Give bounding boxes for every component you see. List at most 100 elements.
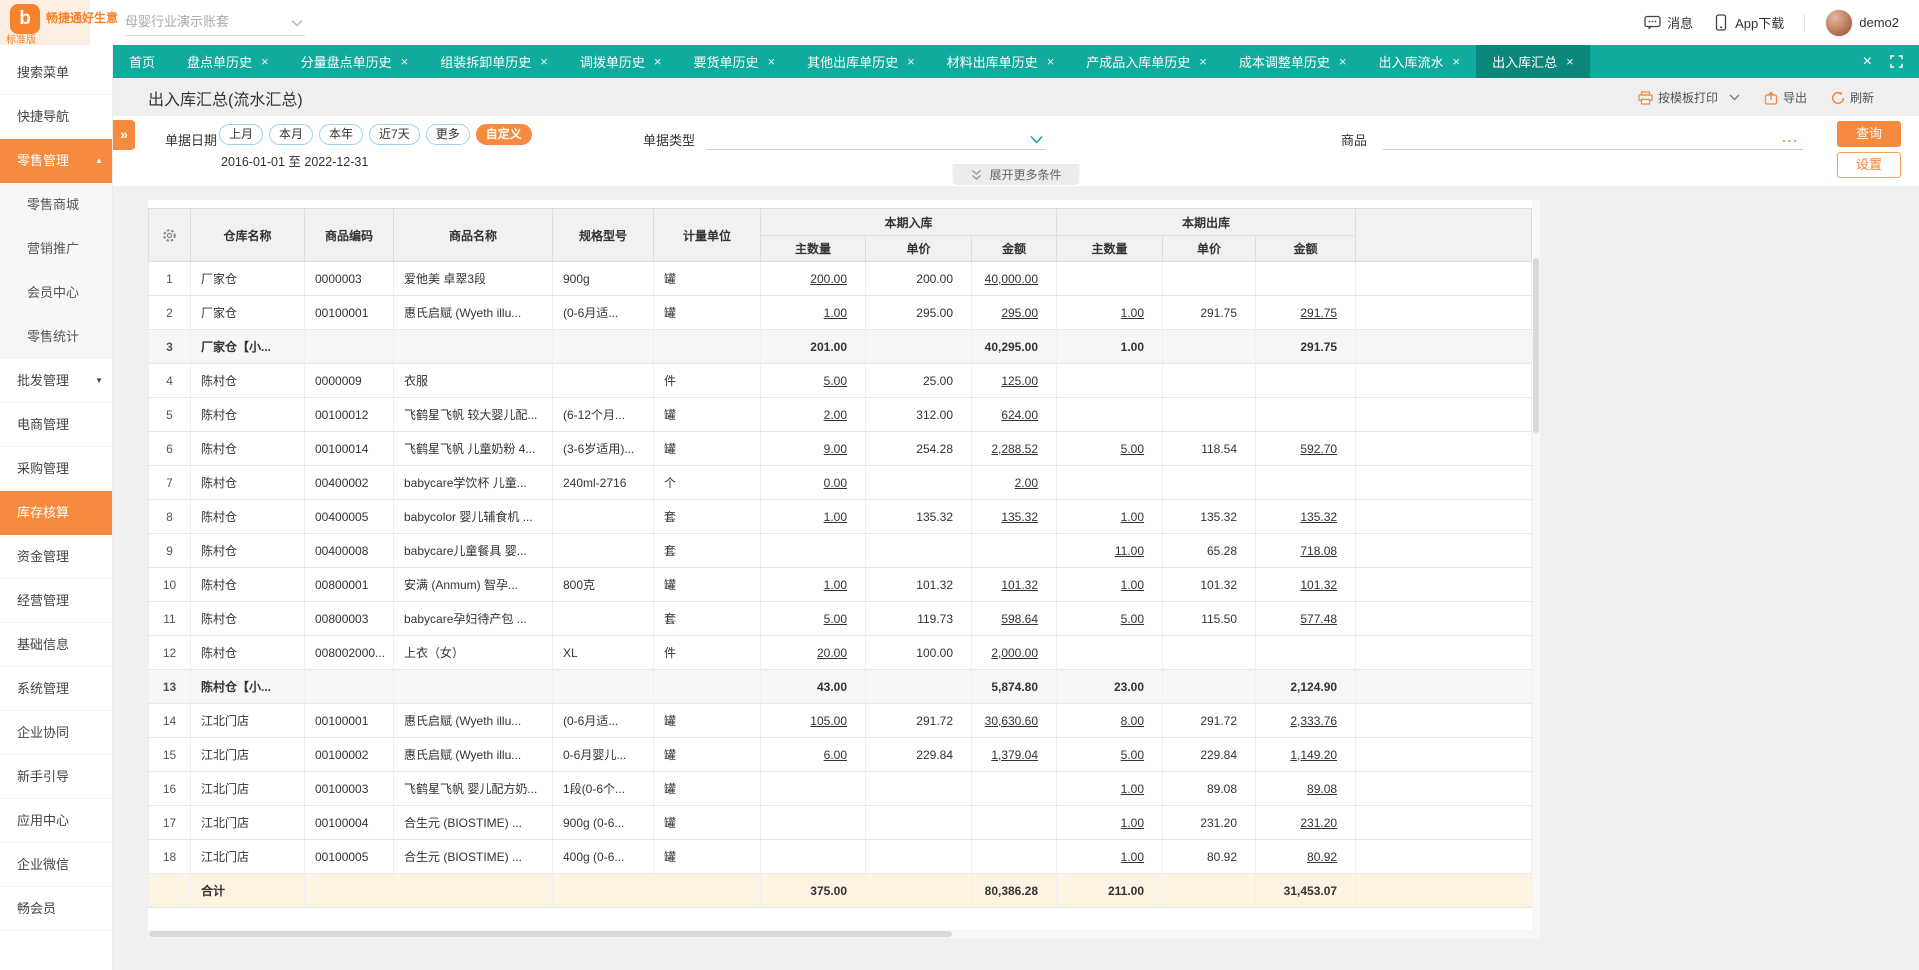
horizontal-scrollbar-thumb[interactable] [149, 931, 952, 937]
drill-down-link[interactable]: 9.00 [823, 441, 847, 456]
sidebar-item-1[interactable]: 快捷导航 [0, 95, 112, 139]
sidebar-item-7[interactable]: 批发管理 ▼ [0, 359, 112, 403]
drill-down-link[interactable]: 598.64 [1001, 611, 1039, 626]
drill-down-link[interactable]: 1.00 [823, 577, 847, 592]
drill-down-link[interactable]: 291.75 [1300, 305, 1338, 320]
tab-document-1[interactable]: 盘点单历史 × [171, 45, 285, 78]
sidebar-item-17[interactable]: 应用中心 [0, 799, 112, 843]
drill-down-link[interactable]: 1.00 [1120, 815, 1145, 830]
sidebar-item-15[interactable]: 企业协同 [0, 711, 112, 755]
drill-down-link[interactable]: 101.32 [1300, 577, 1338, 592]
drill-down-link[interactable]: 231.20 [1300, 815, 1338, 830]
table-row[interactable]: 8 陈村仓 00400005 babycolor 婴儿辅食机 ... 套 1.00 135.… [148, 499, 1532, 534]
sidebar-item-10[interactable]: 库存核算 [0, 491, 112, 535]
drill-down-link[interactable]: 1.00 [1120, 577, 1145, 592]
fullscreen-icon[interactable] [1890, 55, 1903, 68]
drill-down-link[interactable]: 5.00 [823, 611, 847, 626]
search-button[interactable]: 查询 [1837, 121, 1901, 147]
drill-down-link[interactable]: 5.00 [1120, 747, 1145, 762]
sidebar-item-14[interactable]: 系统管理 [0, 667, 112, 711]
drill-down-link[interactable]: 577.48 [1300, 611, 1338, 626]
sidebar-item-18[interactable]: 企业微信 [0, 843, 112, 887]
table-row[interactable]: 7 陈村仓 00400002 babycare学饮杯 儿童... 240ml-2716 个… [148, 465, 1532, 500]
vertical-scrollbar-thumb[interactable] [1533, 258, 1539, 433]
sidebar-item-12[interactable]: 经营管理 [0, 579, 112, 623]
drill-down-link[interactable]: 200.00 [810, 271, 847, 286]
close-icon[interactable]: × [400, 54, 409, 69]
drill-down-link[interactable]: 5.00 [1120, 441, 1145, 456]
app-download-button[interactable]: App下载 [1713, 13, 1784, 32]
tab-document-5[interactable]: 要货单历史 × [677, 45, 791, 78]
close-all-tabs-icon[interactable]: × [1862, 52, 1872, 70]
table-row[interactable]: 2 厂家仓 00100001 惠氏启赋 (Wyeth illu... (0-6月适...… [148, 295, 1532, 330]
messages-button[interactable]: 消息 [1644, 13, 1693, 32]
col-header-name[interactable]: 商品名称 [393, 208, 553, 262]
sidebar-item-0[interactable]: 搜索菜单 [0, 51, 112, 95]
drill-down-link[interactable]: 80.92 [1307, 849, 1338, 864]
table-row[interactable]: 6 陈村仓 00100014 飞鹤星飞帆 儿童奶粉 4... (3-6岁适用)... 罐 9… [148, 431, 1532, 466]
table-row[interactable]: 12 陈村仓 008002000... 上衣（女） XL 件 20.00 100.00 2,00… [148, 635, 1532, 670]
drill-down-link[interactable]: 295.00 [1001, 305, 1039, 320]
drill-down-link[interactable]: 1.00 [1120, 849, 1145, 864]
tab-document-7[interactable]: 材料出库单历史 × [931, 45, 1071, 78]
settings-button[interactable]: 设置 [1837, 152, 1901, 178]
col-header-spec[interactable]: 规格型号 [552, 208, 654, 262]
col-header-in-amount[interactable]: 金额 [970, 235, 1058, 262]
drill-down-link[interactable]: 2,288.52 [991, 441, 1039, 456]
drill-down-link[interactable]: 1,149.20 [1290, 747, 1338, 762]
drill-down-link[interactable]: 2.00 [823, 407, 847, 422]
close-icon[interactable]: × [1452, 54, 1461, 69]
table-row[interactable]: 9 陈村仓 00400008 babycare儿童餐具 婴... 套 11.00 65.28… [148, 533, 1532, 568]
close-icon[interactable]: × [1338, 54, 1347, 69]
tab-document-11[interactable]: 出入库汇总 × [1476, 45, 1590, 78]
drill-down-link[interactable]: 592.70 [1300, 441, 1338, 456]
drill-down-link[interactable]: 135.32 [1001, 509, 1039, 524]
date-preset-this-year[interactable]: 本年 [319, 124, 364, 145]
drill-down-link[interactable]: 1.00 [1120, 305, 1145, 320]
column-settings-button[interactable] [148, 208, 191, 262]
sidebar-item-13[interactable]: 基础信息 [0, 623, 112, 667]
drill-down-link[interactable]: 5.00 [1120, 611, 1145, 626]
sidebar-item-4[interactable]: 营销推广 [0, 227, 112, 271]
drill-down-link[interactable]: 11.00 [1114, 543, 1145, 558]
tab-home[interactable]: 首页 [113, 45, 171, 78]
table-row[interactable]: 4 陈村仓 0000009 衣服 件 5.00 25.00 125.00 [148, 363, 1532, 398]
total-row[interactable]: 合计 375.00 80,386.28 211.00 31,453.07 [148, 873, 1532, 908]
table-row[interactable]: 16 江北门店 00100003 飞鹤星飞帆 婴儿配方奶... 1段(0-6个... 罐 1… [148, 771, 1532, 806]
tab-document-8[interactable]: 产成品入库单历史 × [1070, 45, 1223, 78]
date-preset-this-month[interactable]: 本月 [269, 124, 314, 145]
sidebar-item-9[interactable]: 采购管理 [0, 447, 112, 491]
sidebar-item-11[interactable]: 资金管理 [0, 535, 112, 579]
drill-down-link[interactable]: 30,630.60 [984, 713, 1039, 728]
sidebar-item-2[interactable]: 零售管理 ▲ [0, 139, 112, 183]
col-header-out-amount[interactable]: 金额 [1255, 235, 1357, 262]
close-icon[interactable]: × [540, 54, 548, 69]
drill-down-link[interactable]: 1.00 [1120, 509, 1145, 524]
tab-document-3[interactable]: 组装拆卸单历史 × [424, 45, 564, 78]
vertical-scrollbar[interactable] [1532, 200, 1540, 938]
date-range-value[interactable]: 2016-01-01 至 2022-12-31 [221, 155, 369, 169]
table-row[interactable]: 10 陈村仓 00800001 安满 (Anmum) 智孕... 800克罐 1.00 10… [148, 567, 1532, 602]
drill-down-link[interactable]: 2,000.00 [991, 645, 1039, 660]
subtotal-row[interactable]: 13 陈村仓【小... 43.00 5,874.80 23.00 2,124.90 [148, 669, 1532, 704]
tab-document-2[interactable]: 分量盘点单历史 × [285, 45, 425, 78]
sidebar-item-16[interactable]: 新手引导 [0, 755, 112, 799]
table-row[interactable]: 11 陈村仓 00800003 babycare孕妇待产包 ... 套 5.00 119.7… [148, 601, 1532, 636]
col-header-code[interactable]: 商品编码 [304, 208, 394, 262]
drill-down-link[interactable]: 2.00 [1014, 475, 1039, 490]
drill-down-link[interactable]: 1.00 [823, 509, 847, 524]
close-icon[interactable]: × [1199, 54, 1207, 69]
drill-down-link[interactable]: 89.08 [1307, 781, 1338, 796]
col-header-in-price[interactable]: 单价 [865, 235, 972, 262]
col-header-unit[interactable]: 计量单位 [653, 208, 761, 262]
drill-down-link[interactable]: 1,379.04 [991, 747, 1039, 762]
date-preset-more[interactable]: 更多 [425, 124, 470, 145]
table-row[interactable]: 14 江北门店 00100001 惠氏启赋 (Wyeth illu... (0-6月适.… [148, 703, 1532, 738]
tab-document-10[interactable]: 出入库流水 × [1363, 45, 1477, 78]
drill-down-link[interactable]: 718.08 [1300, 543, 1338, 558]
drill-down-link[interactable]: 1.00 [1120, 781, 1145, 796]
table-row[interactable]: 1 厂家仓 0000003 爱他美 卓翠3段 900g 罐 200.00 200.00 40,0… [148, 261, 1532, 296]
date-preset-custom[interactable]: 自定义 [475, 124, 532, 145]
date-preset-last-7-days[interactable]: 近7天 [369, 124, 420, 145]
col-header-out-price[interactable]: 单价 [1162, 235, 1257, 262]
